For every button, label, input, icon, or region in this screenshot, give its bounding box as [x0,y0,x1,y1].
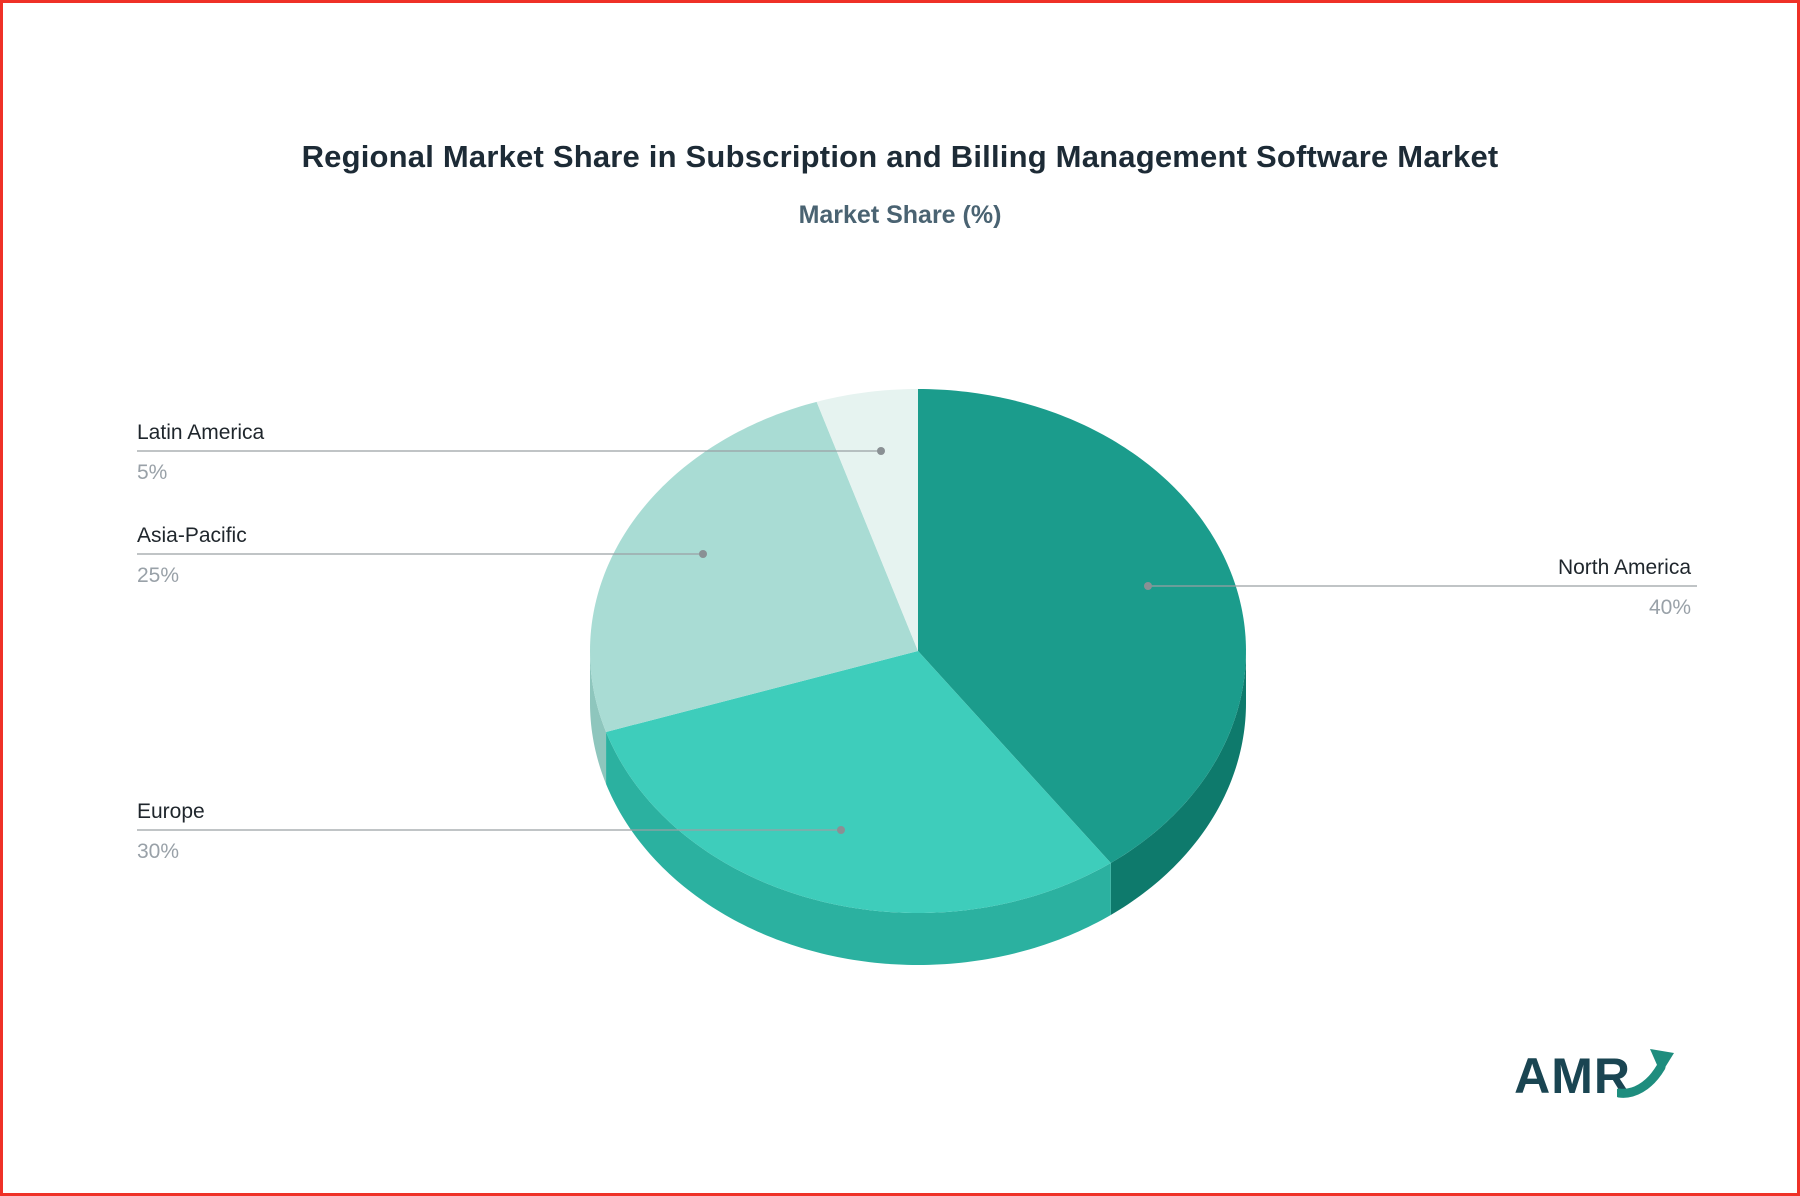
pie-slice-north-america[interactable] [918,389,1246,863]
pie-slice-side-north-america [1110,651,1246,915]
leader-dot-latin-america [877,447,885,455]
chart-subtitle: Market Share (%) [798,201,1002,229]
callout-label-asia-pacific: Asia-Pacific [137,524,247,547]
callout-label-europe: Europe [137,800,205,823]
callout-value-north-america: 40% [1648,596,1691,619]
leader-dot-asia-pacific [699,550,707,558]
callout-value-asia-pacific: 25% [137,564,180,587]
pie-slice-latin-america[interactable] [816,389,918,651]
callout-value-europe: 30% [137,840,180,863]
brand-logo-text: AMR [1514,1048,1631,1104]
pie-slice-europe[interactable] [606,651,1111,913]
chart-title: Regional Market Share in Subscription an… [301,139,1499,174]
pie-slice-asia-pacific[interactable] [590,401,918,732]
leader-dot-north-america [1144,582,1152,590]
callout-label-north-america: North America [1557,556,1691,579]
callout-label-latin-america: Latin America [137,421,265,444]
growth-arrow-icon [1617,1049,1674,1098]
leader-dot-europe [837,826,845,834]
callout-value-latin-america: 5% [137,461,168,484]
pie-slice-side-asia-pacific [590,651,607,784]
brand-logo: AMR [1514,1048,1675,1104]
pie-chart [137,389,1697,965]
pie-slice-side-europe [606,731,1111,965]
